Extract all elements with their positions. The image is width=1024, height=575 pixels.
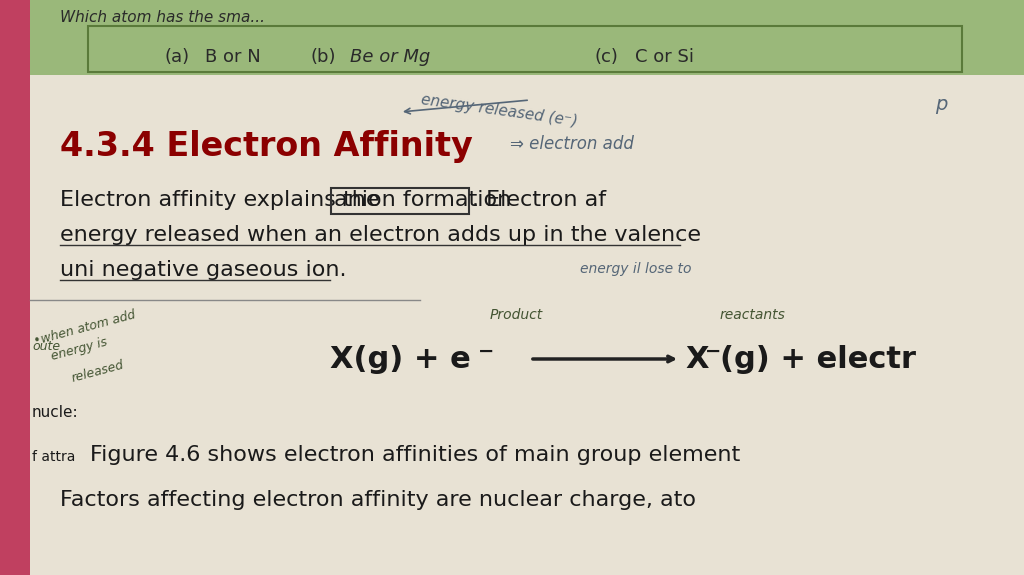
Text: X(g) + e: X(g) + e [330, 345, 471, 374]
Text: C or Si: C or Si [635, 48, 694, 66]
Text: (c): (c) [595, 48, 618, 66]
Text: Electron affinity explains the: Electron affinity explains the [60, 190, 387, 210]
Text: (b): (b) [310, 48, 336, 66]
Text: Figure 4.6 shows electron affinities of main group element: Figure 4.6 shows electron affinities of … [90, 445, 740, 465]
Text: Be or Mg: Be or Mg [350, 48, 430, 66]
Text: energy released (e⁻): energy released (e⁻) [420, 92, 579, 129]
Text: Product: Product [490, 308, 544, 322]
Text: energy is: energy is [50, 335, 110, 362]
Text: . Electron af: . Electron af [472, 190, 606, 210]
Text: Factors affecting electron affinity are nuclear charge, ato: Factors affecting electron affinity are … [60, 490, 696, 510]
Text: energy released when an electron adds up in the valence: energy released when an electron adds up… [60, 225, 701, 245]
Bar [0, 0, 1024, 75]
Text: energy il lose to: energy il lose to [580, 262, 691, 276]
Text: Which atom has the sma...: Which atom has the sma... [60, 10, 265, 25]
Text: X: X [685, 345, 709, 374]
Text: 4.3.4 Electron Affinity: 4.3.4 Electron Affinity [60, 130, 473, 163]
Text: ⇒ electron add: ⇒ electron add [510, 135, 634, 153]
Text: (g) + electr: (g) + electr [720, 345, 916, 374]
Text: f attra: f attra [32, 450, 76, 464]
Text: •when atom add: •when atom add [32, 308, 136, 348]
Text: uni negative gaseous ion.: uni negative gaseous ion. [60, 260, 346, 280]
Text: −: − [478, 342, 495, 361]
Bar [0, 75, 1024, 575]
Text: p: p [935, 95, 947, 114]
Text: oute: oute [32, 340, 60, 353]
Text: B or N: B or N [205, 48, 261, 66]
Text: nucle:: nucle: [32, 405, 79, 420]
Text: released: released [70, 358, 125, 385]
FancyBboxPatch shape [88, 26, 962, 72]
Bar [0, 0, 30, 575]
Text: anion formation: anion formation [334, 190, 511, 210]
Text: −: − [705, 342, 721, 361]
Text: reactants: reactants [720, 308, 785, 322]
Text: (a): (a) [165, 48, 190, 66]
